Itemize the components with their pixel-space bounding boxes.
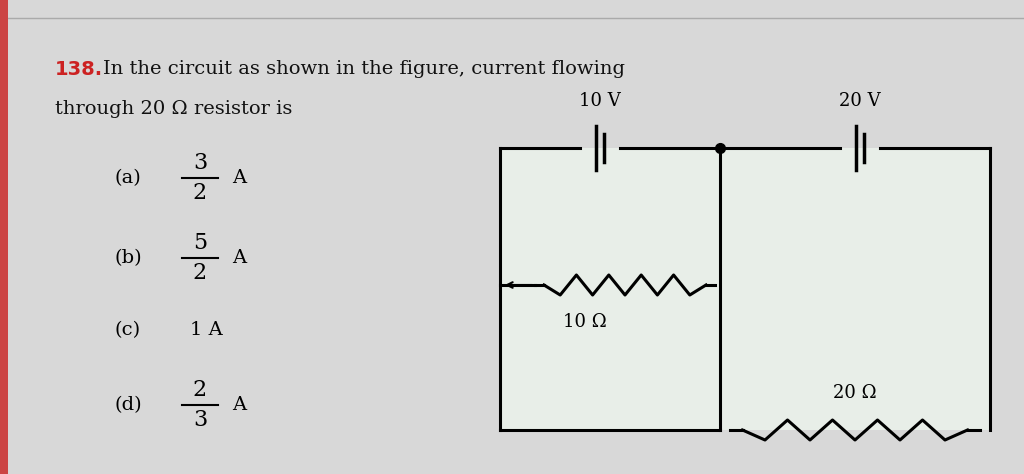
Bar — [500, 148, 990, 430]
Text: (b): (b) — [115, 249, 142, 267]
Text: A: A — [232, 396, 246, 414]
Text: 20 V: 20 V — [840, 92, 881, 110]
Text: 2: 2 — [193, 182, 207, 204]
Text: A: A — [232, 169, 246, 187]
Text: 3: 3 — [193, 152, 207, 174]
Text: (a): (a) — [115, 169, 141, 187]
Text: (d): (d) — [115, 396, 142, 414]
Text: In the circuit as shown in the figure, current flowing: In the circuit as shown in the figure, c… — [103, 60, 625, 78]
Text: (c): (c) — [115, 321, 141, 339]
Text: through 20 Ω resistor is: through 20 Ω resistor is — [55, 100, 293, 118]
Text: 10 Ω: 10 Ω — [563, 313, 607, 331]
Text: 20 Ω: 20 Ω — [834, 384, 877, 402]
Text: 2: 2 — [193, 262, 207, 284]
Text: 2: 2 — [193, 379, 207, 401]
Text: 1 A: 1 A — [190, 321, 223, 339]
Text: 3: 3 — [193, 409, 207, 431]
Bar — [0, 0, 8, 474]
Text: 10 V: 10 V — [580, 92, 621, 110]
Text: 5: 5 — [193, 232, 207, 254]
Text: A: A — [232, 249, 246, 267]
Text: 138.: 138. — [55, 60, 103, 79]
